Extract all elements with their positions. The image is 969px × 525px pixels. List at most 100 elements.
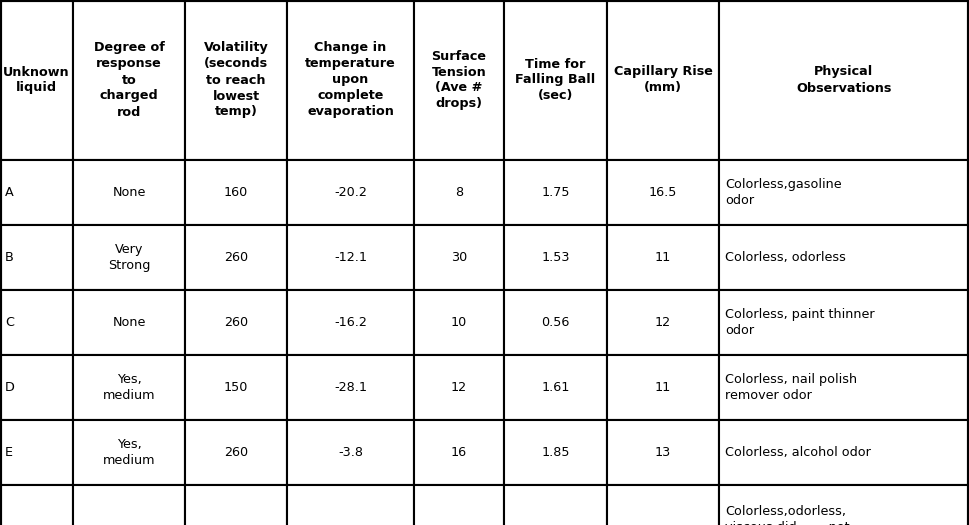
Bar [73, 0, 185, 160]
Text: Volatility
(seconds
to reach
lowest
temp): Volatility (seconds to reach lowest temp… [203, 41, 268, 119]
Text: 11: 11 [655, 381, 672, 394]
Bar [287, 225, 414, 290]
Bar [719, 485, 969, 525]
Bar [185, 485, 287, 525]
Text: 260: 260 [224, 446, 248, 459]
Text: 8: 8 [454, 186, 463, 199]
Text: 1.53: 1.53 [542, 251, 570, 264]
Bar [0, 225, 73, 290]
Text: 1.75: 1.75 [542, 186, 570, 199]
Text: -28.1: -28.1 [334, 381, 367, 394]
Bar [719, 290, 969, 355]
Text: D: D [5, 381, 15, 394]
Bar [607, 0, 719, 160]
Bar [185, 355, 287, 420]
Bar [185, 225, 287, 290]
Bar [607, 290, 719, 355]
Text: 16.5: 16.5 [649, 186, 677, 199]
Text: Very
Strong: Very Strong [108, 243, 150, 272]
Text: Colorless,gasoline
odor: Colorless,gasoline odor [725, 178, 842, 207]
Bar [719, 225, 969, 290]
Bar [0, 485, 73, 525]
Text: None: None [112, 316, 145, 329]
Bar [287, 355, 414, 420]
Bar [185, 420, 287, 485]
Text: 260: 260 [224, 316, 248, 329]
Bar [73, 160, 185, 225]
Bar [414, 485, 504, 525]
Bar [73, 225, 185, 290]
Bar [414, 225, 504, 290]
Bar [607, 485, 719, 525]
Bar [504, 290, 607, 355]
Text: 11: 11 [655, 251, 672, 264]
Text: -3.8: -3.8 [338, 446, 363, 459]
Bar [287, 420, 414, 485]
Bar [0, 160, 73, 225]
Bar [504, 225, 607, 290]
Text: Surface
Tension
(Ave #
drops): Surface Tension (Ave # drops) [431, 49, 486, 110]
Bar [414, 290, 504, 355]
Bar [504, 485, 607, 525]
Bar [73, 355, 185, 420]
Text: Colorless, paint thinner
odor: Colorless, paint thinner odor [725, 308, 875, 337]
Bar [73, 485, 185, 525]
Text: 12: 12 [655, 316, 672, 329]
Bar [607, 160, 719, 225]
Bar [607, 355, 719, 420]
Bar [719, 355, 969, 420]
Text: 160: 160 [224, 186, 248, 199]
Text: Colorless, nail polish
remover odor: Colorless, nail polish remover odor [725, 373, 858, 402]
Bar [185, 290, 287, 355]
Text: 1.61: 1.61 [542, 381, 570, 394]
Text: Change in
temperature
upon
complete
evaporation: Change in temperature upon complete evap… [305, 41, 396, 119]
Bar [287, 485, 414, 525]
Bar [287, 290, 414, 355]
Text: 260: 260 [224, 251, 248, 264]
Text: 0.56: 0.56 [542, 316, 570, 329]
Text: 150: 150 [224, 381, 248, 394]
Text: A: A [5, 186, 14, 199]
Bar [287, 160, 414, 225]
Text: 12: 12 [451, 381, 467, 394]
Bar [73, 420, 185, 485]
Bar [719, 0, 969, 160]
Bar [0, 0, 73, 160]
Text: 10: 10 [451, 316, 467, 329]
Text: Capillary Rise
(mm): Capillary Rise (mm) [613, 66, 712, 94]
Bar [185, 160, 287, 225]
Text: Unknown
liquid: Unknown liquid [3, 66, 70, 94]
Bar [0, 420, 73, 485]
Text: Colorless, odorless: Colorless, odorless [725, 251, 846, 264]
Text: None: None [112, 186, 145, 199]
Text: 30: 30 [451, 251, 467, 264]
Bar [414, 160, 504, 225]
Bar [414, 355, 504, 420]
Bar [185, 0, 287, 160]
Bar [504, 0, 607, 160]
Text: Colorless, alcohol odor: Colorless, alcohol odor [725, 446, 871, 459]
Bar [0, 355, 73, 420]
Bar [504, 355, 607, 420]
Bar [719, 160, 969, 225]
Text: C: C [5, 316, 14, 329]
Bar [414, 0, 504, 160]
Text: Yes,
medium: Yes, medium [103, 438, 155, 467]
Text: -12.1: -12.1 [334, 251, 367, 264]
Text: B: B [5, 251, 14, 264]
Bar [607, 420, 719, 485]
Text: 16: 16 [451, 446, 467, 459]
Text: E: E [5, 446, 13, 459]
Text: Physical
Observations: Physical Observations [797, 66, 891, 94]
Bar [0, 290, 73, 355]
Text: 13: 13 [655, 446, 672, 459]
Text: Yes,
medium: Yes, medium [103, 373, 155, 402]
Text: -20.2: -20.2 [334, 186, 367, 199]
Bar [719, 420, 969, 485]
Text: Colorless,odorless,
viscous,did        not
evaporate, filter paper
remained damp: Colorless,odorless, viscous,did not evap… [725, 505, 869, 525]
Text: Degree of
response
to
charged
rod: Degree of response to charged rod [94, 41, 165, 119]
Bar [607, 225, 719, 290]
Bar [287, 0, 414, 160]
Bar [414, 420, 504, 485]
Bar [73, 290, 185, 355]
